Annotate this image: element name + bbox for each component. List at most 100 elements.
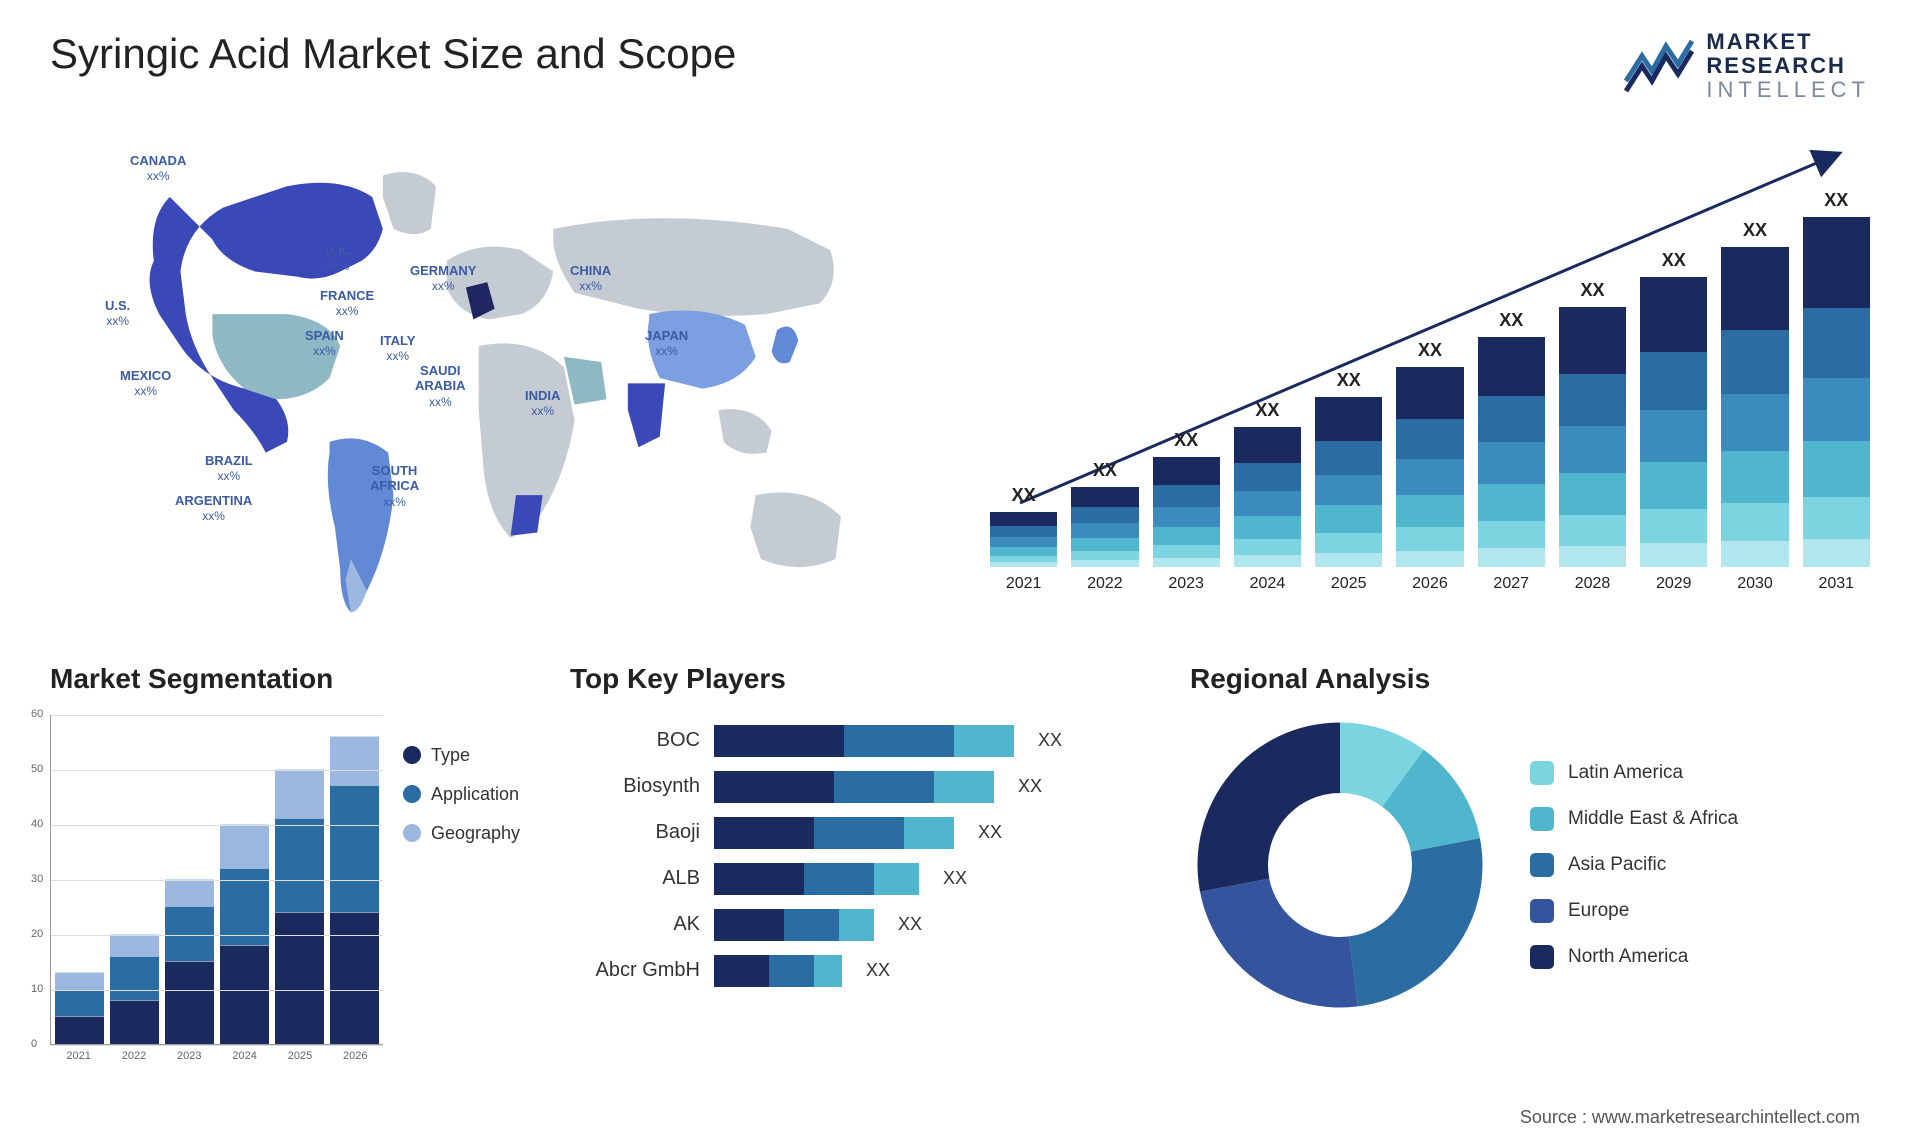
source-text: Source : www.marketresearchintellect.com	[1520, 1107, 1860, 1128]
trend-segment	[1071, 551, 1138, 561]
country-label: SOUTHAFRICAxx%	[370, 463, 419, 510]
trend-bar	[1396, 367, 1463, 567]
seg-gridline	[51, 880, 383, 881]
country-label: GERMANYxx%	[410, 263, 476, 294]
trend-col: XX2021	[990, 485, 1057, 593]
player-segment	[904, 817, 954, 849]
trend-year-label: 2029	[1656, 575, 1692, 593]
seg-year-label: 2021	[66, 1050, 90, 1062]
trend-year-label: 2027	[1493, 575, 1529, 593]
seg-gridline	[51, 770, 383, 771]
trend-segment	[1640, 543, 1707, 566]
donut-slice	[1200, 878, 1358, 1007]
seg-year-label: 2025	[288, 1050, 312, 1062]
trend-segment	[1478, 442, 1545, 483]
seg-segment	[275, 769, 324, 819]
player-segment	[874, 863, 919, 895]
regional-legend: Latin AmericaMiddle East & AfricaAsia Pa…	[1530, 761, 1738, 969]
trend-bar	[1640, 277, 1707, 567]
trend-segment	[1315, 397, 1382, 441]
trend-segment	[1396, 459, 1463, 495]
player-segment	[714, 909, 784, 941]
logo-line2: RESEARCH	[1706, 54, 1870, 78]
trend-segment	[1721, 541, 1788, 567]
trend-segment	[1640, 509, 1707, 544]
trend-year-label: 2031	[1818, 575, 1854, 593]
country-label: BRAZILxx%	[205, 453, 253, 484]
trend-segment	[1559, 473, 1626, 515]
logo-line1: MARKET	[1706, 30, 1870, 54]
player-bar	[714, 863, 919, 895]
legend-label: Application	[431, 784, 519, 805]
trend-segment	[1640, 352, 1707, 410]
trend-value-label: XX	[1418, 340, 1442, 361]
trend-segment	[1315, 505, 1382, 532]
player-segment	[714, 817, 814, 849]
seg-year-label: 2022	[122, 1050, 146, 1062]
player-segment	[814, 955, 842, 987]
trend-segment	[1478, 484, 1545, 521]
legend-label: Europe	[1568, 900, 1629, 922]
country-label: ARGENTINAxx%	[175, 493, 252, 524]
trend-segment	[1234, 463, 1301, 491]
trend-bar	[1234, 427, 1301, 567]
legend-label: Type	[431, 745, 470, 766]
trend-bar	[1721, 247, 1788, 567]
trend-value-label: XX	[1337, 370, 1361, 391]
trend-segment	[1478, 396, 1545, 442]
seg-legend-item: Type	[403, 745, 520, 766]
regional-panel: Regional Analysis Latin AmericaMiddle Ea…	[1190, 663, 1870, 1093]
region-legend-item: North America	[1530, 945, 1738, 969]
trend-segment	[1396, 367, 1463, 419]
seg-segment	[220, 824, 269, 868]
trend-segment	[1721, 451, 1788, 502]
regional-title: Regional Analysis	[1190, 663, 1870, 695]
legend-label: Middle East & Africa	[1568, 808, 1738, 830]
players-body: BOCXXBiosynthXXBaojiXXALBXXAKXXAbcr GmbH…	[570, 715, 1140, 987]
trend-segment	[1315, 553, 1382, 567]
trend-segment	[1153, 507, 1220, 527]
trend-col: XX2022	[1071, 460, 1138, 593]
region-legend-item: Europe	[1530, 899, 1738, 923]
trend-value-label: XX	[1580, 280, 1604, 301]
seg-segment	[275, 912, 324, 1044]
legend-swatch	[403, 746, 421, 764]
trend-col: XX 2026	[1396, 340, 1463, 593]
trend-segment	[1315, 475, 1382, 506]
trend-segment	[1396, 527, 1463, 551]
trend-segment	[1153, 545, 1220, 558]
player-row: AKXX	[570, 909, 1140, 941]
seg-segment	[110, 1000, 159, 1044]
player-name: Baoji	[570, 821, 700, 844]
trend-segment	[990, 537, 1057, 547]
trend-segment	[1396, 419, 1463, 459]
trend-segment	[1803, 378, 1870, 441]
players-panel: Top Key Players BOCXXBiosynthXXBaojiXXAL…	[570, 663, 1140, 1093]
trend-segment	[990, 547, 1057, 556]
player-value: XX	[1018, 776, 1042, 797]
seg-segment	[330, 912, 379, 1044]
player-name: ALB	[570, 867, 700, 890]
seg-col	[275, 769, 324, 1044]
trend-year-label: 2028	[1575, 575, 1611, 593]
trend-segment	[1234, 555, 1301, 566]
trend-year-label: 2025	[1331, 575, 1367, 593]
trend-segment	[1071, 487, 1138, 508]
player-segment	[714, 955, 769, 987]
trend-segment	[1803, 497, 1870, 539]
player-value: XX	[943, 868, 967, 889]
country-label: FRANCExx%	[320, 288, 374, 319]
player-segment	[714, 863, 804, 895]
donut-slice	[1198, 722, 1341, 891]
player-segment	[784, 909, 839, 941]
bottom-row: Market Segmentation 01020304050602021202…	[50, 663, 1870, 1093]
seg-bar	[165, 879, 214, 1044]
region-legend-item: Middle East & Africa	[1530, 807, 1738, 831]
trend-year-label: 2023	[1168, 575, 1204, 593]
seg-segment	[110, 956, 159, 1000]
trend-bar	[1478, 337, 1545, 567]
country-label: SPAINxx%	[305, 328, 344, 359]
trend-segment	[1478, 548, 1545, 566]
trend-year-label: 2026	[1412, 575, 1448, 593]
trend-value-label: XX	[1012, 485, 1036, 506]
